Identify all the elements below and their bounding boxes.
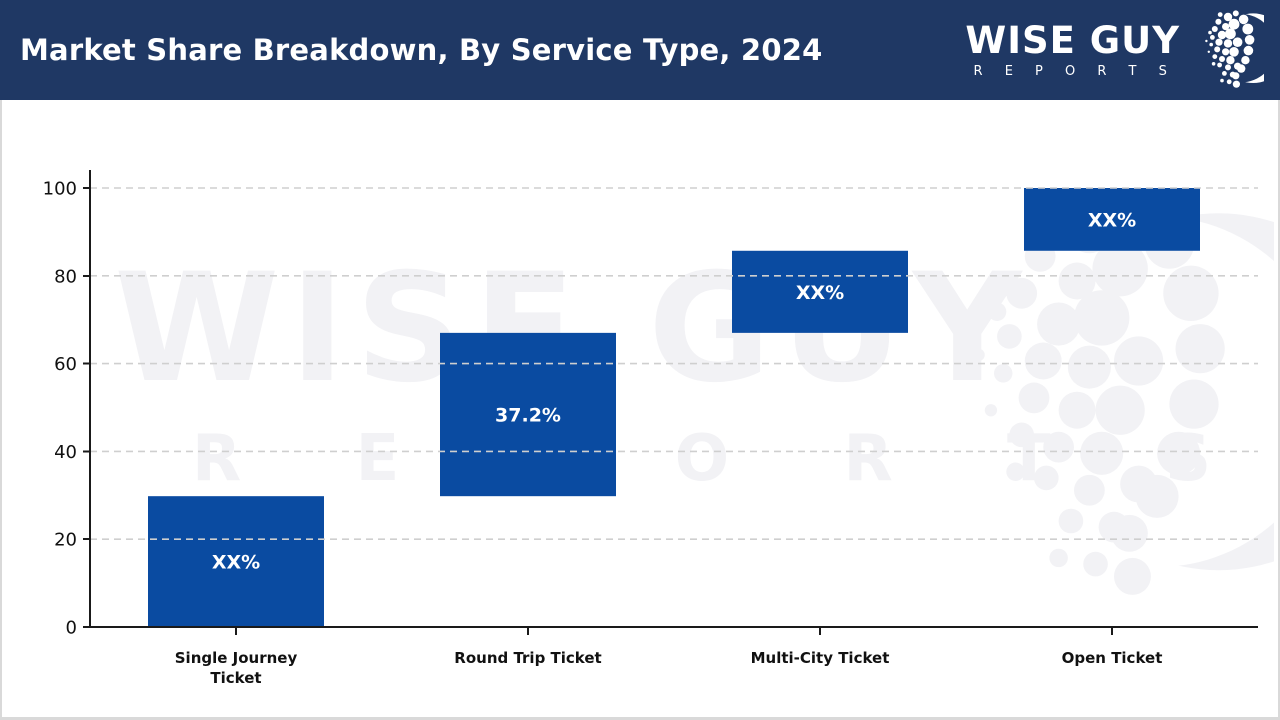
y-tick-label-100: 100 bbox=[43, 179, 77, 200]
x-label-multi-city-ticket: Multi-City Ticket bbox=[751, 649, 890, 667]
y-tick-label-20: 20 bbox=[54, 530, 77, 551]
x-label-open-ticket: Open Ticket bbox=[1062, 649, 1163, 667]
bar-label-multi-city-ticket: XX% bbox=[796, 282, 844, 304]
bar-open-ticket bbox=[1024, 188, 1200, 251]
logo-subtitle: R E P O R T S bbox=[973, 64, 1176, 79]
bar-single-journey-ticket bbox=[148, 496, 324, 627]
header-bar: Market Share Breakdown, By Service Type,… bbox=[0, 0, 1280, 100]
bar-label-single-journey-ticket: XX% bbox=[212, 552, 260, 574]
wise-guy-reports-logo: WISE GUY R E P O R T S bbox=[965, 4, 1264, 96]
bar-round-trip-ticket bbox=[440, 332, 616, 497]
bar-label-round-trip-ticket: 37.2% bbox=[495, 405, 561, 427]
y-tick-label-40: 40 bbox=[54, 442, 77, 463]
x-label-round-trip-ticket: Round Trip Ticket bbox=[454, 649, 601, 667]
logo-head-icon bbox=[1205, 10, 1264, 88]
y-tick-label-80: 80 bbox=[54, 266, 77, 287]
bar-label-open-ticket: XX% bbox=[1088, 209, 1136, 231]
bar-chart: 0 20 40 60 80 100 Single Journey Ticket Round Tr… bbox=[43, 170, 1258, 687]
bar-multi-city-ticket bbox=[732, 250, 908, 333]
y-tick-label-60: 60 bbox=[54, 354, 77, 375]
chart-area: WISE GUY R E P O R T S 0 20 40 60 80 100 Singl… bbox=[0, 100, 1280, 720]
y-tick-label-0: 0 bbox=[66, 618, 77, 639]
page-title: Market Share Breakdown, By Service Type,… bbox=[20, 33, 823, 67]
logo-wordmark: WISE GUY bbox=[965, 19, 1180, 62]
logo-text: WISE GUY R E P O R T S bbox=[965, 22, 1180, 78]
x-label-single-journey-ticket: Single Journey Ticket bbox=[175, 649, 298, 687]
